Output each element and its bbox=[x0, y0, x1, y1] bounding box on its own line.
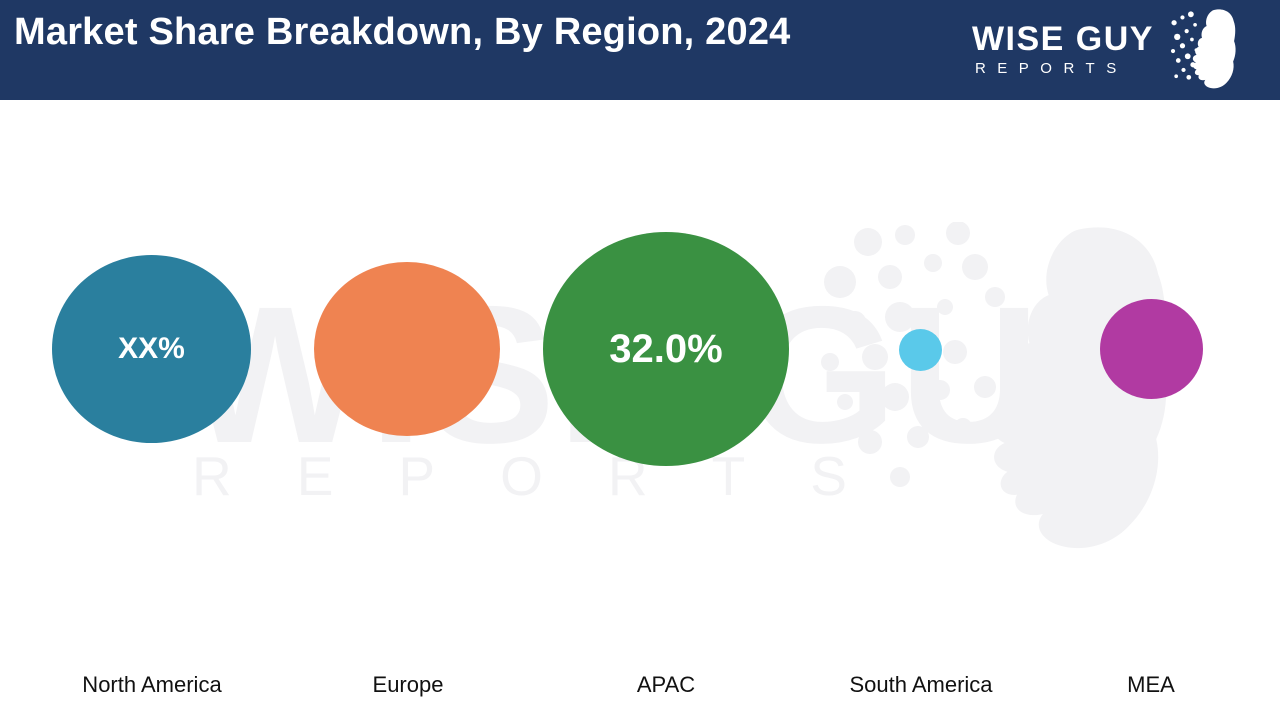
header-bar: Market Share Breakdown, By Region, 2024 … bbox=[0, 0, 1280, 100]
watermark-face-icon bbox=[821, 222, 1167, 549]
bubble-south-america bbox=[899, 329, 942, 371]
category-label-south-america: South America bbox=[849, 672, 993, 697]
brand-logo: WISE GUY REPORTS bbox=[972, 8, 1270, 92]
bubble-europe bbox=[314, 262, 500, 436]
face-profile-icon bbox=[1170, 9, 1236, 89]
brand-name: WISE GUY bbox=[971, 20, 1154, 58]
category-label-europe: Europe bbox=[372, 672, 444, 697]
category-label-apac: APAC bbox=[636, 672, 696, 697]
category-label-mea: MEA bbox=[1127, 672, 1175, 697]
bubble-chart: WISE GUY REPORTS bbox=[0, 100, 1280, 720]
watermark-tagline: REPORTS bbox=[192, 445, 912, 507]
category-label-north-america: North America bbox=[82, 672, 222, 697]
bubble-value-label: 32.0% bbox=[609, 326, 723, 371]
bubble-mea bbox=[1100, 299, 1203, 399]
bubble-apac: 32.0% bbox=[543, 232, 789, 466]
bubble-value-label: XX% bbox=[118, 332, 185, 365]
page-title: Market Share Breakdown, By Region, 2024 bbox=[14, 11, 791, 53]
bubble-north-america: XX% bbox=[52, 255, 251, 443]
brand-tagline: REPORTS bbox=[974, 60, 1128, 77]
brand-logo-text: WISE GUY REPORTS bbox=[972, 22, 1154, 77]
